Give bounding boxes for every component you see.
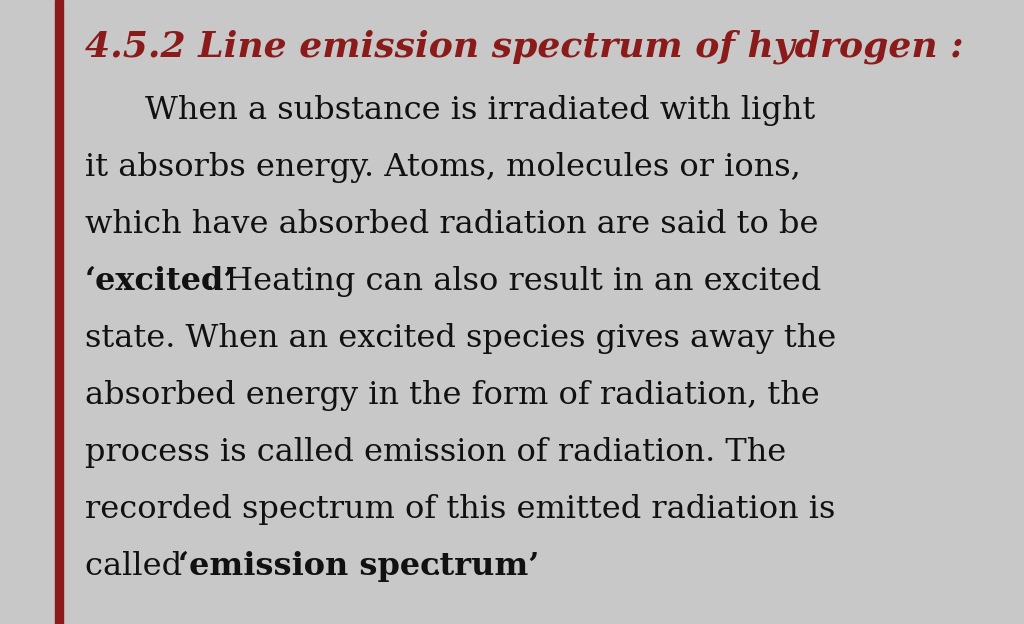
Text: ‘excited’: ‘excited’ [85, 266, 236, 297]
Text: .: . [432, 551, 442, 582]
Text: called: called [85, 551, 193, 582]
Text: state. When an excited species gives away the: state. When an excited species gives awa… [85, 323, 837, 354]
Text: which have absorbed radiation are said to be: which have absorbed radiation are said t… [85, 209, 818, 240]
Text: . Heating can also result in an excited: . Heating can also result in an excited [205, 266, 821, 297]
Bar [55, 0, 63, 624]
Text: process is called emission of radiation. The: process is called emission of radiation.… [85, 437, 786, 468]
Text: 4.5.2 Line emission spectrum of hydrogen :: 4.5.2 Line emission spectrum of hydrogen… [85, 30, 964, 64]
Text: When a substance is irradiated with light: When a substance is irradiated with ligh… [145, 95, 815, 126]
Text: recorded spectrum of this emitted radiation is: recorded spectrum of this emitted radiat… [85, 494, 836, 525]
Text: ‘emission spectrum’: ‘emission spectrum’ [178, 551, 540, 582]
Text: absorbed energy in the form of radiation, the: absorbed energy in the form of radiation… [85, 380, 820, 411]
Text: it absorbs energy. Atoms, molecules or ions,: it absorbs energy. Atoms, molecules or i… [85, 152, 801, 183]
